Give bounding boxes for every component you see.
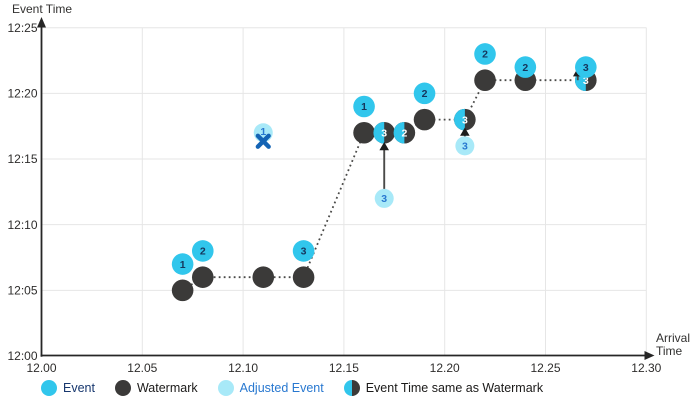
watermark-swatch-icon (114, 380, 131, 396)
marker-number: 2 (401, 127, 407, 139)
dropped-event-x-icon (255, 133, 271, 149)
event-marker (474, 43, 496, 65)
marker-number: 3 (381, 193, 387, 205)
legend-item-event: Event (41, 380, 95, 396)
y-tick-label: 12:00 (7, 349, 37, 363)
legend-item-adjusted-event: Adjusted Event (217, 380, 324, 396)
same-as-watermark-marker-half (373, 121, 385, 144)
event-marker (292, 240, 315, 262)
x-tick-label: 12.20 (430, 361, 460, 375)
marker-number: 3 (301, 246, 307, 258)
adjusted-event-marker (374, 188, 394, 208)
legend: Event Watermark Adjusted Event Event Tim… (41, 380, 543, 396)
y-tick-label: 12:15 (7, 152, 37, 166)
marker-number: 1 (361, 101, 367, 113)
marker-number: 3 (462, 141, 468, 153)
x-axis-label: Arrival Time (656, 332, 690, 357)
adjustment-arrow-head-icon (379, 141, 390, 151)
watermark-marker (191, 266, 214, 289)
legend-label-event: Event (63, 381, 95, 395)
marker-number: 1 (260, 126, 266, 138)
watermark-marker (171, 279, 194, 302)
event-marker (514, 56, 537, 78)
y-axis-arrow-icon (37, 17, 46, 28)
x-tick-label: 12.00 (26, 361, 56, 375)
legend-label-watermark: Watermark (136, 381, 198, 395)
watermark-marker (252, 266, 275, 289)
watermark-dotted-line (182, 79, 574, 292)
adjustment-arrow-head-icon (460, 127, 470, 136)
y-tick-label: 12:25 (7, 21, 37, 35)
half-event-half-watermark-swatch-icon (343, 380, 360, 396)
marker-number: 3 (381, 127, 387, 139)
event-marker (575, 56, 597, 78)
watermark-marker (292, 266, 315, 289)
event-marker (353, 95, 375, 118)
x-axis-label-line2: Time (656, 343, 683, 358)
y-tick-label: 12:20 (7, 87, 37, 101)
same-as-watermark-marker-half (454, 108, 465, 131)
watermark-marker (413, 108, 436, 131)
watermark-marker (353, 121, 375, 144)
x-tick-label: 12.30 (631, 361, 661, 375)
legend-item-event-same-as-watermark: Event Time same as Watermark (343, 380, 544, 396)
marker-number: 2 (200, 246, 206, 258)
event-marker (191, 240, 214, 262)
legend-label-event-same-as-watermark: Event Time same as Watermark (365, 381, 544, 395)
x-tick-label: 12.10 (228, 361, 258, 375)
marker-number: 3 (462, 114, 468, 126)
x-tick-label: 12.15 (329, 361, 359, 375)
marker-number: 2 (522, 62, 528, 74)
event-marker (413, 82, 436, 105)
y-tick-label: 12:05 (7, 284, 37, 298)
legend-item-watermark: Watermark (114, 380, 198, 396)
same-as-watermark-marker-half (393, 121, 405, 144)
marker-number: 3 (583, 62, 589, 74)
x-tick-label: 12.05 (127, 361, 157, 375)
marker-number: 3 (583, 75, 589, 87)
x-axis-label-line1: Arrival (656, 331, 691, 345)
event-marker (171, 253, 194, 275)
marker-number: 2 (422, 88, 428, 100)
legend-label-adjusted-event: Adjusted Event (239, 381, 324, 395)
watermark-marker (474, 69, 496, 92)
marker-number: 2 (482, 49, 488, 61)
adjusted-event-marker (455, 136, 475, 156)
x-tick-label: 12.25 (530, 361, 560, 375)
x-axis-arrow-icon (644, 351, 655, 360)
plot-area: 12.00 12.05 12.10 12.15 12.20 12.25 12.30 12:00… (7, 17, 662, 375)
y-tick-label: 12:10 (7, 218, 37, 232)
event-swatch-icon (41, 380, 57, 396)
marker-number: 1 (180, 259, 186, 271)
adjusted-event-swatch-icon (217, 380, 234, 396)
y-axis-label: Event Time (12, 2, 73, 16)
